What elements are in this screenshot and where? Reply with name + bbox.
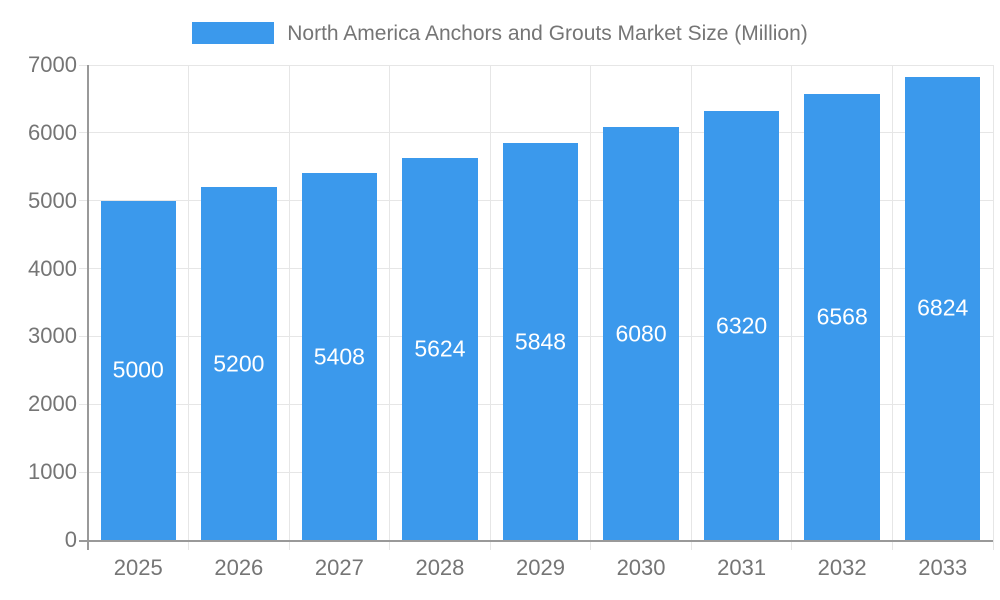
x-axis-tick (992, 540, 994, 550)
bar-2025[interactable] (100, 200, 176, 540)
y-axis-label: 3000 (28, 323, 77, 349)
x-axis-label: 2029 (516, 555, 565, 580)
x-axis-line (79, 540, 993, 542)
bar-2028[interactable] (402, 158, 478, 540)
x-axis-label: 2032 (817, 555, 867, 580)
x-axis-label: 2027 (314, 555, 364, 580)
x-axis-label: 2031 (717, 555, 767, 580)
bar-2026[interactable] (201, 187, 277, 540)
chart-legend[interactable]: North America Anchors and Grouts Market … (0, 20, 1000, 46)
bar-value-label: 5408 (313, 343, 365, 369)
x-axis-tick (288, 540, 290, 550)
bar-value-label: 5000 (112, 356, 164, 383)
y-axis-tick (79, 200, 88, 202)
bar-2033[interactable] (905, 76, 981, 540)
x-axis-tick (590, 540, 592, 550)
gridline-vertical (188, 65, 190, 540)
y-axis-tick (79, 132, 88, 134)
gridline-vertical (992, 65, 994, 540)
x-axis-tick (188, 540, 190, 550)
y-axis-line (87, 65, 89, 550)
legend-swatch[interactable] (192, 22, 275, 44)
bar-value-label: 6320 (716, 312, 768, 339)
x-axis-tick (791, 540, 793, 550)
y-axis-tick (79, 403, 88, 405)
gridline-horizontal (88, 64, 993, 66)
gridline-vertical (389, 65, 391, 540)
x-axis-tick (389, 540, 391, 550)
x-axis-tick (891, 540, 893, 550)
x-axis-label: 2033 (918, 555, 968, 580)
gridline-vertical (690, 65, 692, 540)
y-axis-label: 5000 (28, 187, 77, 213)
y-axis-tick (79, 64, 88, 66)
y-axis-tick (79, 471, 88, 473)
y-axis-label: 6000 (28, 119, 77, 145)
y-axis-label: 4000 (28, 255, 77, 281)
gridline-horizontal (88, 132, 993, 134)
plot-area: 0 1000 2000 3000 4000 5000 6000 7000 5000 2025 520… (28, 54, 994, 579)
bar-value-label: 5200 (213, 350, 265, 377)
gridline-vertical (590, 65, 592, 540)
x-axis-tick (690, 540, 692, 550)
bar-value-label: 6568 (816, 303, 868, 330)
bar-2029[interactable] (502, 143, 579, 540)
gridline-vertical (288, 65, 290, 540)
bar-2027[interactable] (301, 173, 378, 540)
bar-value-label: 5624 (414, 335, 466, 362)
bar-value-label: 5848 (514, 328, 567, 355)
gridline-vertical (891, 65, 893, 540)
bar-2031[interactable] (703, 111, 780, 540)
y-axis-label: 7000 (28, 52, 77, 77)
y-axis-label: 0 (64, 527, 77, 552)
x-axis-label: 2030 (616, 555, 666, 580)
y-axis-tick (79, 268, 88, 270)
bar-value-label: 6080 (615, 320, 667, 347)
x-axis-label: 2025 (113, 555, 163, 580)
legend-label: North America Anchors and Grouts Market … (287, 21, 808, 45)
y-axis-label: 2000 (28, 391, 77, 417)
gridline-vertical (791, 65, 793, 540)
y-axis-label: 1000 (28, 459, 77, 485)
bar-2032[interactable] (804, 94, 880, 540)
x-axis-label: 2028 (415, 555, 465, 580)
bar-2030[interactable] (603, 127, 679, 540)
bar-value-label: 6824 (917, 294, 969, 321)
x-axis-label: 2026 (214, 555, 264, 580)
y-axis-tick (79, 335, 88, 337)
x-axis-tick (489, 540, 491, 550)
gridline-vertical (489, 65, 491, 540)
